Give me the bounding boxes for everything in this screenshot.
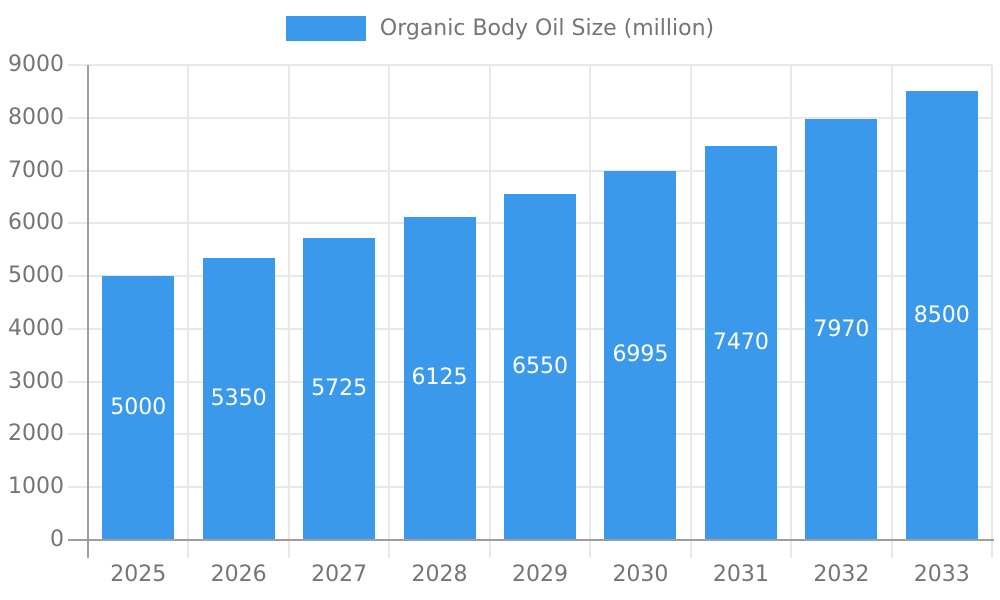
y-axis-label: 3000 bbox=[8, 368, 64, 394]
x-axis-tick bbox=[287, 540, 290, 558]
y-axis-label: 4000 bbox=[8, 315, 64, 341]
x-axis-tick bbox=[388, 540, 391, 558]
bar-value-label: 7470 bbox=[712, 329, 769, 355]
legend-swatch[interactable] bbox=[285, 16, 366, 41]
gridline-vertical bbox=[287, 65, 290, 540]
y-axis-tick bbox=[68, 116, 88, 119]
x-axis-label-2025: 2025 bbox=[110, 562, 167, 587]
gridline-vertical bbox=[991, 65, 993, 540]
y-axis-tick bbox=[68, 380, 88, 383]
bar-2029[interactable]: 6550 bbox=[504, 194, 576, 539]
bar-2030[interactable]: 6995 bbox=[604, 170, 677, 539]
x-axis-label-2032: 2032 bbox=[813, 562, 870, 587]
x-axis-label-2031: 2031 bbox=[712, 562, 769, 587]
bar-2026[interactable]: 5350 bbox=[202, 257, 275, 539]
bar-2027[interactable]: 5725 bbox=[303, 237, 376, 539]
legend-label: Organic Body Oil Size (million) bbox=[379, 16, 715, 41]
x-axis-label-2028: 2028 bbox=[411, 562, 468, 587]
x-axis-tick bbox=[589, 540, 592, 558]
gridline-vertical bbox=[187, 65, 190, 540]
gridline-horizontal bbox=[88, 116, 992, 119]
x-axis-tick bbox=[991, 540, 993, 558]
bar-value-label: 5725 bbox=[311, 375, 368, 401]
y-axis-label: 7000 bbox=[8, 157, 64, 183]
x-axis-label-2026: 2026 bbox=[210, 562, 267, 587]
x-axis-tick bbox=[890, 540, 893, 558]
gridline-vertical bbox=[689, 65, 692, 540]
bar-2033[interactable]: 8500 bbox=[905, 91, 978, 539]
y-axis-tick bbox=[68, 433, 88, 436]
bar-2031[interactable]: 7470 bbox=[704, 145, 777, 539]
gridline-vertical bbox=[589, 65, 592, 540]
y-axis-tick bbox=[68, 486, 88, 489]
x-axis-label-2027: 2027 bbox=[311, 562, 368, 587]
x-axis-label-2033: 2033 bbox=[913, 562, 970, 587]
x-axis-label-2029: 2029 bbox=[511, 562, 568, 587]
y-axis-tick bbox=[68, 64, 88, 66]
bar-value-label: 6550 bbox=[512, 354, 568, 380]
bar-value-label: 5350 bbox=[210, 385, 267, 411]
x-axis-tick bbox=[790, 540, 793, 558]
y-axis-label: 9000 bbox=[8, 52, 64, 77]
gridline-vertical bbox=[488, 65, 491, 540]
bar-2028[interactable]: 6125 bbox=[403, 216, 476, 539]
bar-value-label: 6125 bbox=[411, 365, 468, 391]
gridline-horizontal bbox=[88, 169, 992, 172]
bar-value-label: 8500 bbox=[913, 302, 970, 328]
x-axis-tick bbox=[187, 540, 190, 558]
y-axis-label: 1000 bbox=[8, 474, 64, 500]
gridline-vertical bbox=[890, 65, 893, 540]
y-axis-label: 5000 bbox=[8, 263, 64, 289]
x-axis-tick bbox=[689, 540, 692, 558]
y-axis-label: 0 bbox=[50, 527, 64, 552]
y-axis-label: 8000 bbox=[8, 104, 64, 130]
y-axis-tick bbox=[68, 222, 88, 225]
y-axis-tick bbox=[68, 327, 88, 330]
gridline-vertical bbox=[388, 65, 391, 540]
y-axis-tick bbox=[68, 169, 88, 172]
y-axis-line bbox=[87, 65, 89, 558]
y-axis-tick bbox=[68, 275, 88, 278]
y-axis-label: 2000 bbox=[8, 421, 64, 447]
x-axis-line bbox=[68, 539, 994, 541]
gridline-vertical bbox=[790, 65, 793, 540]
bar-2032[interactable]: 7970 bbox=[805, 119, 878, 539]
x-axis-label-2030: 2030 bbox=[612, 562, 669, 587]
bar-value-label: 7970 bbox=[813, 316, 870, 342]
x-axis-tick bbox=[488, 540, 491, 558]
bar-value-label: 6995 bbox=[612, 342, 669, 368]
bar-2025[interactable]: 5000 bbox=[102, 276, 175, 539]
chart-legend[interactable]: Organic Body Oil Size (million) bbox=[0, 16, 1000, 41]
y-axis-label: 6000 bbox=[8, 210, 64, 236]
bar-value-label: 5000 bbox=[110, 395, 167, 421]
gridline-horizontal bbox=[88, 64, 992, 66]
